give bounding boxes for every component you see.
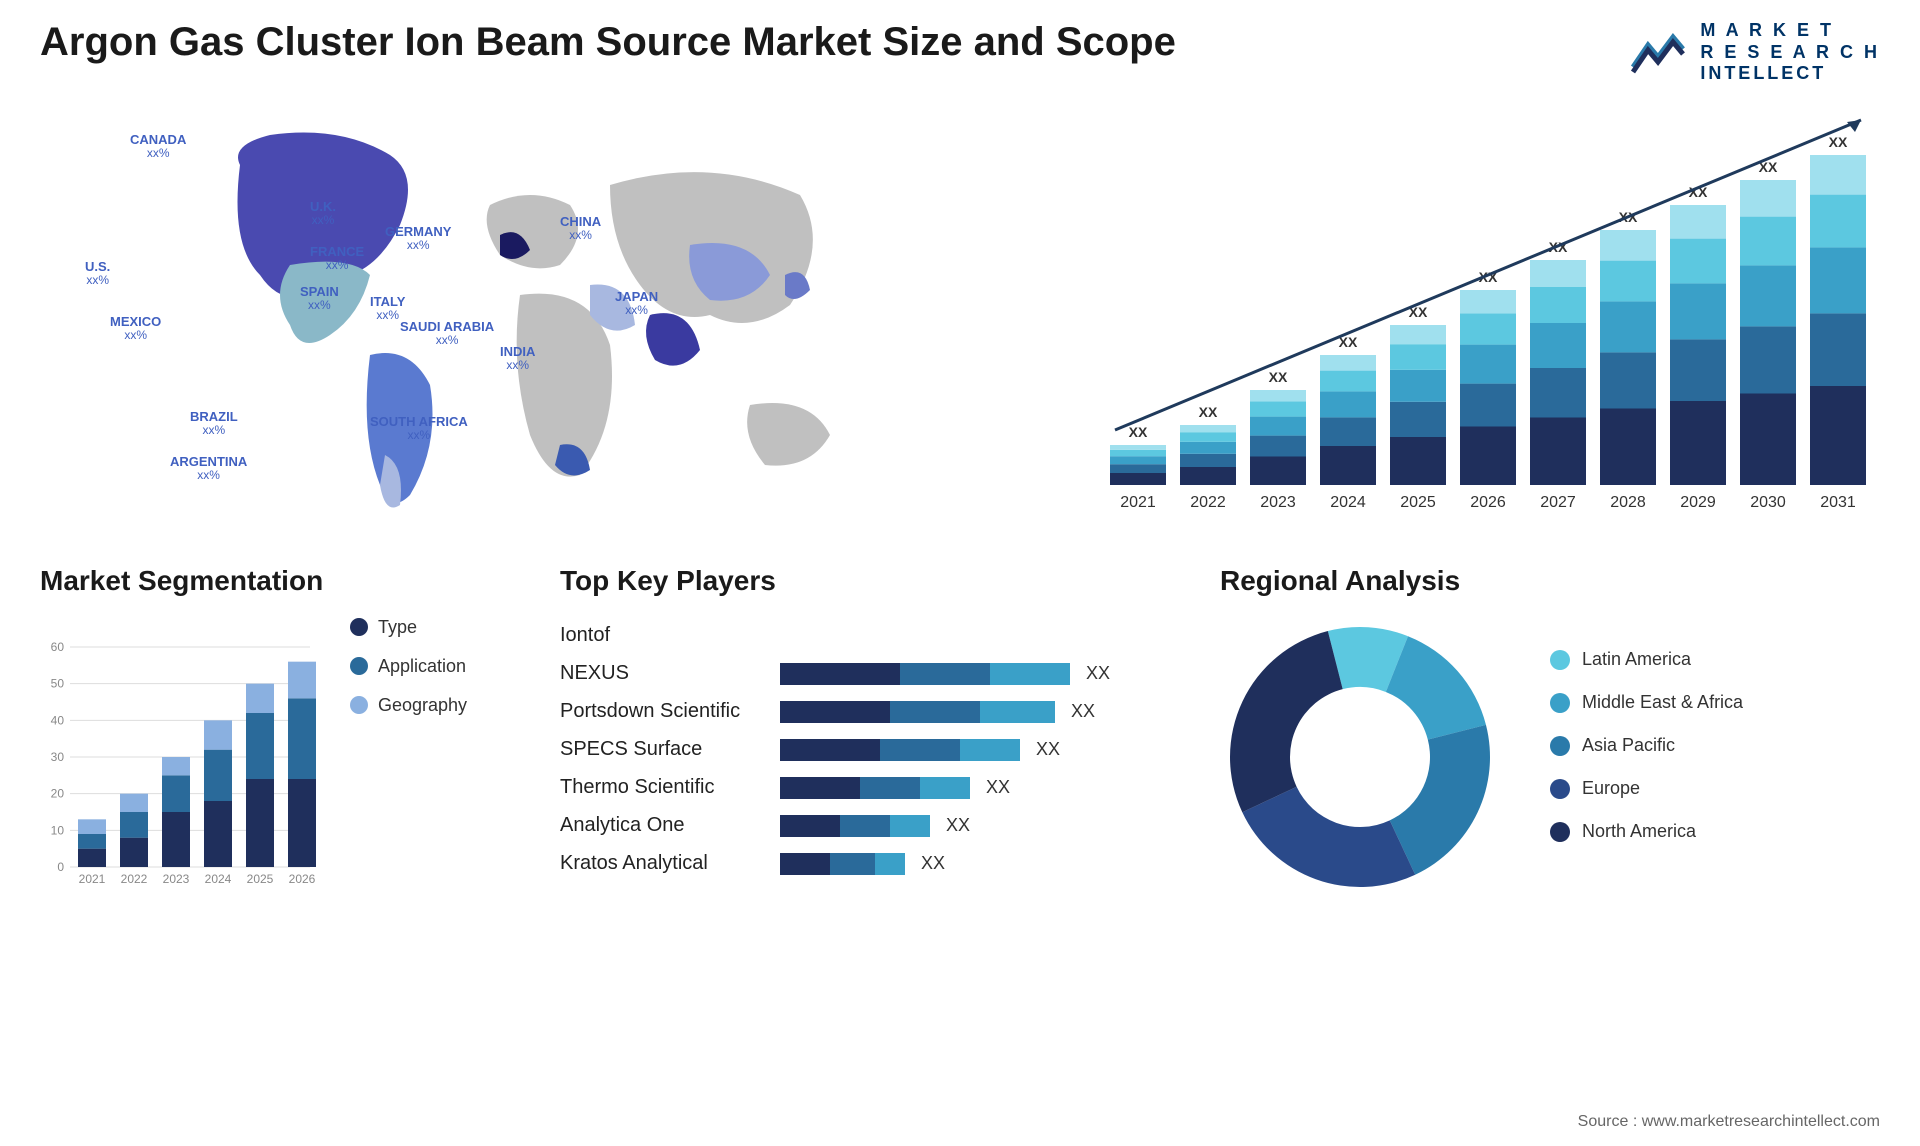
player-bar-row: XX — [780, 807, 1180, 845]
svg-text:2023: 2023 — [163, 872, 190, 886]
map-country-label: SAUDI ARABIAxx% — [400, 320, 494, 347]
svg-text:2023: 2023 — [1260, 494, 1296, 511]
regional-legend-item: Latin America — [1550, 649, 1743, 670]
svg-text:10: 10 — [51, 823, 65, 837]
svg-text:2021: 2021 — [1120, 494, 1156, 511]
segmentation-legend-item: Application — [350, 656, 467, 677]
map-country-label: SPAINxx% — [300, 285, 339, 312]
header-row: Argon Gas Cluster Ion Beam Source Market… — [40, 20, 1880, 85]
players-title: Top Key Players — [560, 565, 1180, 597]
players-names: IontofNEXUSPortsdown ScientificSPECS Sur… — [560, 617, 760, 883]
map-country-label: JAPANxx% — [615, 290, 658, 317]
players-bars-chart: XXXXXXXXXXXX — [780, 617, 1180, 883]
page-title: Argon Gas Cluster Ion Beam Source Market… — [40, 20, 1176, 65]
svg-text:2024: 2024 — [1330, 494, 1366, 511]
player-name: SPECS Surface — [560, 731, 760, 769]
svg-text:2021: 2021 — [79, 872, 106, 886]
segmentation-title: Market Segmentation — [40, 565, 520, 597]
svg-text:2026: 2026 — [289, 872, 316, 886]
player-name: Thermo Scientific — [560, 769, 760, 807]
svg-text:2022: 2022 — [121, 872, 148, 886]
regional-legend-item: Europe — [1550, 778, 1743, 799]
svg-text:40: 40 — [51, 713, 65, 727]
regional-title: Regional Analysis — [1220, 565, 1880, 597]
regional-legend-item: Middle East & Africa — [1550, 692, 1743, 713]
map-country-label: CHINAxx% — [560, 215, 601, 242]
segmentation-legend-item: Type — [350, 617, 467, 638]
logo-line1: M A R K E T — [1700, 20, 1880, 42]
svg-text:2028: 2028 — [1610, 494, 1646, 511]
logo-icon — [1628, 27, 1688, 77]
map-country-label: SOUTH AFRICAxx% — [370, 415, 468, 442]
map-country-label: ARGENTINAxx% — [170, 455, 247, 482]
svg-text:2024: 2024 — [205, 872, 232, 886]
regional-donut-chart — [1220, 617, 1500, 897]
player-name: NEXUS — [560, 655, 760, 693]
brand-logo: M A R K E T R E S E A R C H INTELLECT — [1628, 20, 1880, 85]
player-name: Kratos Analytical — [560, 845, 760, 883]
svg-text:2030: 2030 — [1750, 494, 1786, 511]
logo-text: M A R K E T R E S E A R C H INTELLECT — [1700, 20, 1880, 85]
svg-text:XX: XX — [1199, 404, 1218, 420]
svg-text:2026: 2026 — [1470, 494, 1506, 511]
regional-panel: Regional Analysis Latin America Middle Ea… — [1220, 565, 1880, 945]
map-country-label: MEXICOxx% — [110, 315, 161, 342]
svg-text:0: 0 — [57, 860, 64, 874]
segmentation-legend-item: Geography — [350, 695, 467, 716]
player-bar-row: XX — [780, 845, 1180, 883]
map-country-label: BRAZILxx% — [190, 410, 238, 437]
player-bar-row: XX — [780, 655, 1180, 693]
bottom-row: Market Segmentation 0 10 20 30 40 50 60 2021 202… — [40, 565, 1880, 945]
regional-legend-item: Asia Pacific — [1550, 735, 1743, 756]
svg-text:30: 30 — [51, 750, 65, 764]
svg-text:50: 50 — [51, 676, 65, 690]
source-attribution: Source : www.marketresearchintellect.com — [1578, 1113, 1880, 1131]
svg-text:2025: 2025 — [1400, 494, 1436, 511]
map-country-label: INDIAxx% — [500, 345, 535, 372]
map-country-label: U.K.xx% — [310, 200, 336, 227]
player-name: Iontof — [560, 617, 760, 655]
growth-bar-chart: XX2021XX2022XX2023XX2024XX2025XX2026XX20… — [1100, 105, 1880, 525]
svg-text:2022: 2022 — [1190, 494, 1226, 511]
player-bar-row: XX — [780, 769, 1180, 807]
svg-text:2031: 2031 — [1820, 494, 1856, 511]
svg-text:XX: XX — [1269, 369, 1288, 385]
svg-text:XX: XX — [1129, 424, 1148, 440]
player-name: Analytica One — [560, 807, 760, 845]
svg-text:60: 60 — [51, 640, 65, 654]
svg-text:2027: 2027 — [1540, 494, 1576, 511]
map-country-label: GERMANYxx% — [385, 225, 451, 252]
player-bar-row: XX — [780, 731, 1180, 769]
regional-legend: Latin America Middle East & Africa Asia Pa… — [1550, 649, 1743, 864]
segmentation-panel: Market Segmentation 0 10 20 30 40 50 60 2021 202… — [40, 565, 520, 945]
regional-legend-item: North America — [1550, 821, 1743, 842]
logo-line3: INTELLECT — [1700, 63, 1880, 85]
map-country-label: CANADAxx% — [130, 133, 186, 160]
svg-text:2025: 2025 — [247, 872, 274, 886]
svg-text:XX: XX — [1829, 134, 1848, 150]
segmentation-chart: 0 10 20 30 40 50 60 2021 2022 2023 2024 2025 2026 — [40, 617, 320, 897]
top-row: CANADAxx% U.S.xx% MEXICOxx% BRAZILxx% ARGENT… — [40, 105, 1880, 525]
logo-line2: R E S E A R C H — [1700, 42, 1880, 64]
player-name: Portsdown Scientific — [560, 693, 760, 731]
map-country-label: U.S.xx% — [85, 260, 110, 287]
players-panel: Top Key Players IontofNEXUSPortsdown Sci… — [560, 565, 1180, 945]
player-bar-row — [780, 617, 1180, 655]
svg-text:20: 20 — [51, 786, 65, 800]
player-bar-row: XX — [780, 693, 1180, 731]
map-country-label: FRANCExx% — [310, 245, 364, 272]
svg-text:2029: 2029 — [1680, 494, 1716, 511]
growth-chart-panel: XX2021XX2022XX2023XX2024XX2025XX2026XX20… — [1100, 105, 1880, 525]
segmentation-legend: Type Application Geography — [350, 617, 467, 897]
world-map-panel: CANADAxx% U.S.xx% MEXICOxx% BRAZILxx% ARGENT… — [40, 105, 1040, 525]
